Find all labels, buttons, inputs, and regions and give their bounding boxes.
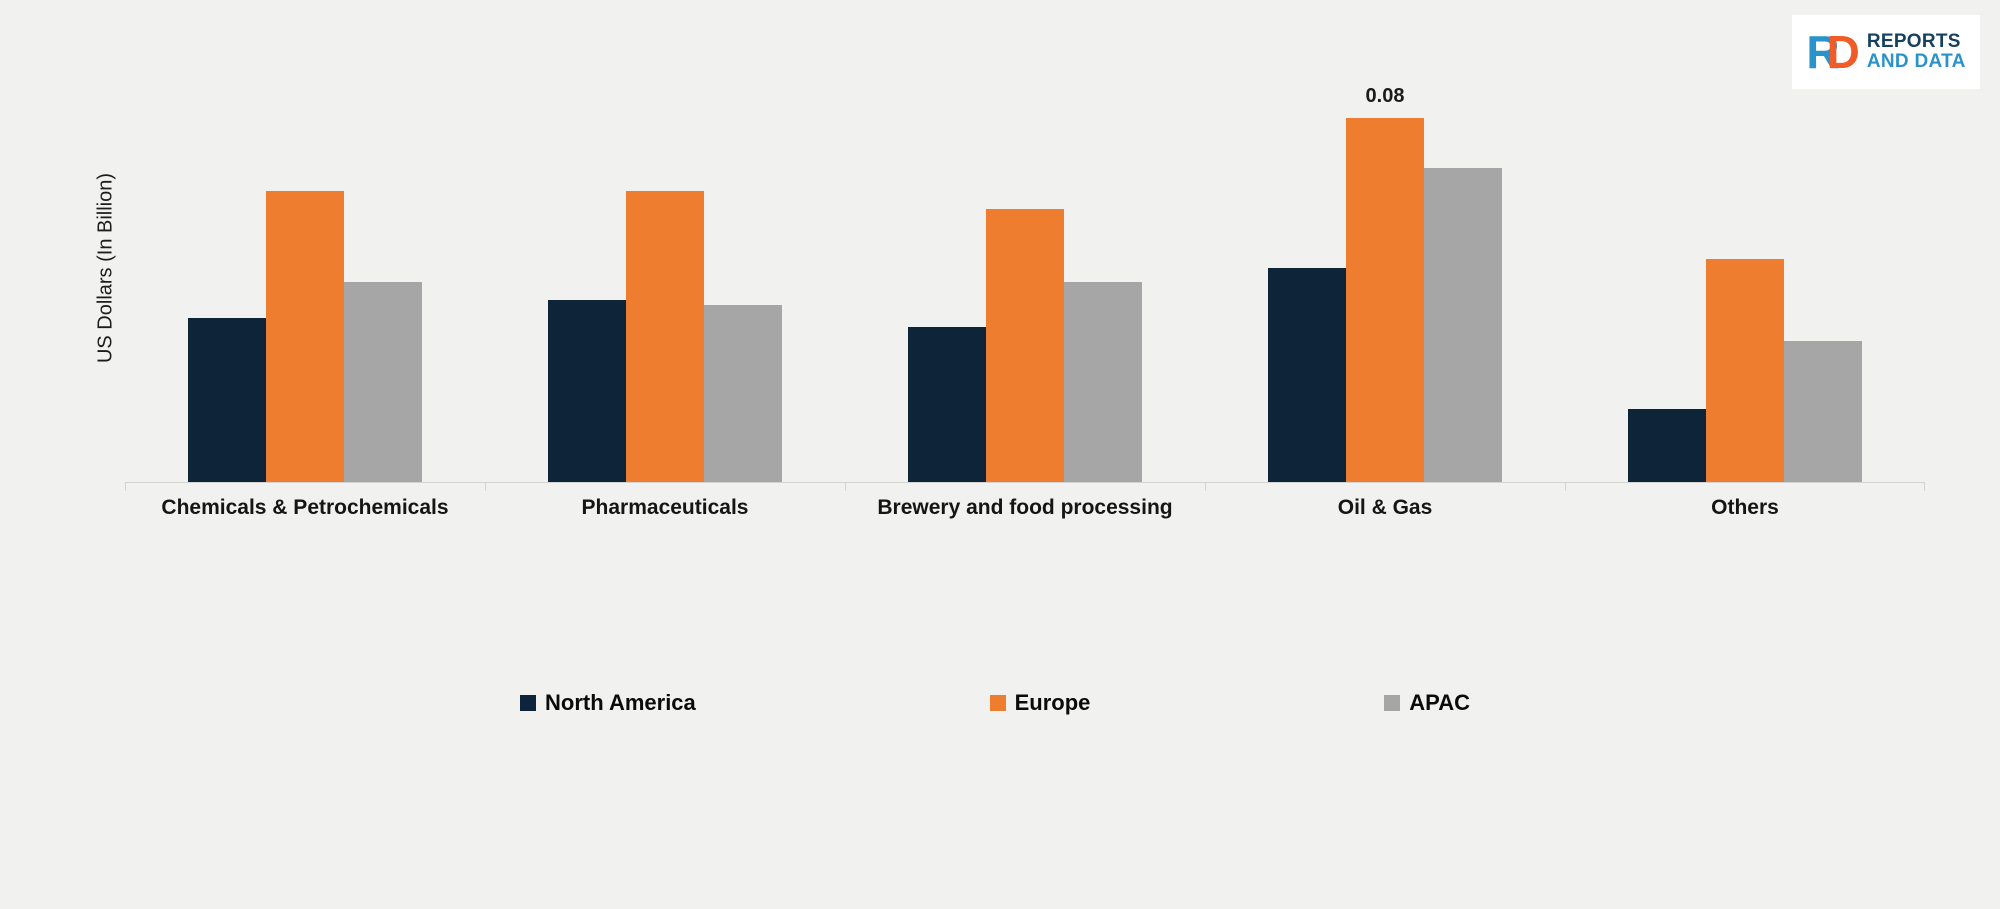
legend-label: North America (545, 690, 696, 715)
bar-apac-chemicals-petrochemicals (344, 282, 422, 482)
logo-letter-d: D (1826, 26, 1860, 78)
legend-swatch-europe-icon (989, 695, 1006, 711)
bar-slot: 0.08 (1346, 28, 1424, 482)
bar-slot (1784, 28, 1862, 482)
category-label-others: Others (1711, 496, 1779, 519)
axis-tick (125, 482, 126, 491)
bar-group-brewery-and-food-processing (845, 28, 1205, 482)
rd-monogram-icon: R D (1806, 29, 1859, 75)
logo-text: REPORTS AND DATA (1867, 32, 1966, 72)
axis-tick (1205, 482, 1206, 491)
bar-europe-pharmaceuticals (626, 191, 704, 482)
axis-tick (1565, 482, 1566, 491)
legend-item-north-america: North America (520, 690, 696, 716)
bar-slot (188, 28, 266, 482)
category-label-oil-gas: Oil & Gas (1337, 496, 1433, 519)
bar-group-chemicals-petrochemicals (125, 28, 485, 482)
bar-apac-others (1784, 341, 1862, 482)
axis-tick (485, 482, 486, 491)
bar-apac-brewery-and-food-processing (1064, 282, 1142, 482)
bar-europe-oil-gas (1346, 118, 1424, 482)
bar-europe-others (1706, 259, 1784, 482)
bar-north-america-others (1628, 409, 1706, 482)
bar-slot (1064, 28, 1142, 482)
category-axis: Chemicals & Petrochemicals Pharmaceutical… (125, 496, 1925, 520)
legend-item-europe: Europe (989, 690, 1091, 716)
legend-item-apac: APAC (1384, 690, 1470, 716)
bar-apac-oil-gas (1424, 168, 1502, 482)
logo-letter-r: R (1806, 26, 1840, 78)
legend-label: Europe (1014, 690, 1091, 715)
bar-apac-pharmaceuticals (704, 305, 782, 482)
axis-tick (845, 482, 846, 491)
bar-slot (1628, 28, 1706, 482)
category-label-pharmaceuticals: Pharmaceuticals (581, 496, 749, 519)
bar-slot (1706, 28, 1784, 482)
bar-europe-chemicals-petrochemicals (266, 191, 344, 482)
logo-line2: AND DATA (1866, 51, 1966, 72)
bar-slot (908, 28, 986, 482)
legend: North America Europe APAC (520, 690, 1470, 716)
legend-swatch-apac-icon (1384, 695, 1401, 711)
bar-group-pharmaceuticals (485, 28, 845, 482)
plot-area: 0.08 (125, 28, 1925, 491)
bar-north-america-chemicals-petrochemicals (188, 318, 266, 482)
legend-label: APAC (1409, 690, 1470, 715)
axis-tick (1924, 482, 1925, 491)
bar-north-america-oil-gas (1268, 268, 1346, 482)
bar-north-america-brewery-and-food-processing (908, 327, 986, 482)
data-label-europe-oil-gas: 0.08 (1365, 85, 1405, 107)
bar-group-others (1565, 28, 1925, 482)
legend-swatch-north-america-icon (520, 695, 536, 711)
bar-slot (986, 28, 1064, 482)
bar-north-america-pharmaceuticals (548, 300, 626, 482)
bar-slot (266, 28, 344, 482)
bar-group-oil-gas: 0.08 (1205, 28, 1565, 482)
bar-slot (548, 28, 626, 482)
reports-and-data-logo: R D REPORTS AND DATA (1792, 15, 1980, 89)
bar-slot (1424, 28, 1502, 482)
category-label-brewery-and-food-processing: Brewery and food processing (877, 496, 1173, 519)
y-axis-label: US Dollars (In Billion) (94, 172, 117, 364)
category-label-chemicals-petrochemicals: Chemicals & Petrochemicals (161, 496, 449, 519)
bar-slot (704, 28, 782, 482)
logo-line1: REPORTS (1866, 31, 1961, 53)
bar-slot (344, 28, 422, 482)
bar-slot (1268, 28, 1346, 482)
bar-slot (626, 28, 704, 482)
bar-europe-brewery-and-food-processing (986, 209, 1064, 482)
